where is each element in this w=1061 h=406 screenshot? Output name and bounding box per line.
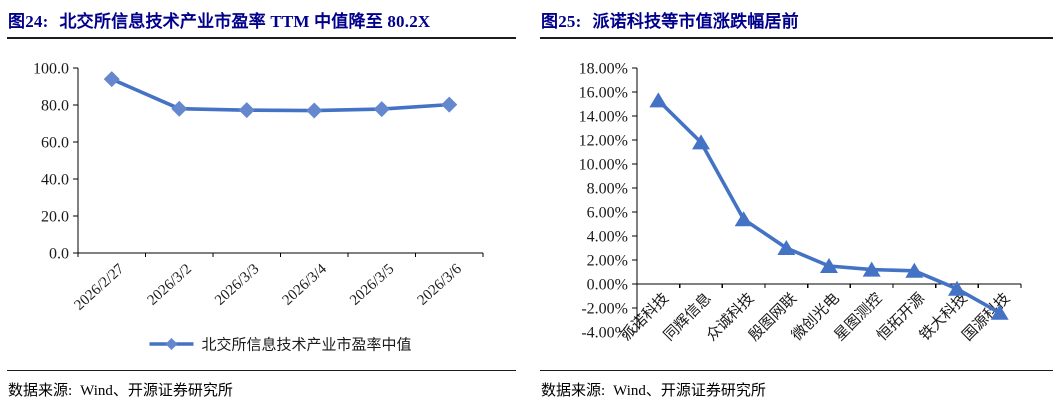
y-tick-label: 4.00% bbox=[587, 229, 628, 246]
y-tick-label: 6.00% bbox=[587, 205, 628, 222]
source-label: 数据来源: bbox=[8, 383, 73, 399]
figure-25-title-prefix: 图25: bbox=[541, 12, 582, 31]
y-tick-label: 0.0 bbox=[49, 246, 69, 263]
y-tick-label: 40.0 bbox=[41, 172, 69, 189]
y-tick-label: 16.00% bbox=[579, 85, 628, 102]
data-point-marker bbox=[103, 71, 120, 88]
x-category-label: 2026/3/4 bbox=[280, 261, 331, 309]
data-point-marker bbox=[777, 240, 796, 255]
y-tick-label: 18.00% bbox=[579, 61, 628, 78]
figure-25-title: 图25: 派诺科技等市值涨跌幅居前 bbox=[540, 5, 1053, 39]
data-point-marker bbox=[948, 280, 966, 296]
figure-25: 图25: 派诺科技等市值涨跌幅居前 -4.00% -2.00% 0.00% 2.00% 4… bbox=[540, 5, 1053, 400]
y-tick-label: 12.00% bbox=[579, 133, 628, 150]
y-tick-label: -2.00% bbox=[581, 301, 628, 318]
data-point-marker bbox=[306, 102, 323, 119]
data-point-marker bbox=[692, 134, 710, 150]
y-tick-label: 14.00% bbox=[579, 109, 628, 126]
figure-24-title-text: 北交所信息技术产业市盈率 TTM 中值降至 80.2X bbox=[59, 12, 431, 31]
y-tick-label: 100.0 bbox=[33, 61, 69, 78]
data-point-marker bbox=[862, 261, 881, 277]
data-point-marker bbox=[905, 262, 924, 278]
source-label: 数据来源: bbox=[541, 383, 606, 399]
data-point-marker bbox=[734, 211, 753, 227]
y-tick-label: 0.00% bbox=[587, 277, 628, 294]
figure-24-chart: 0.0 20.0 40.0 60.0 80.0 100.0 2026/2/27 2026/3/… bbox=[33, 61, 484, 354]
x-category-label: 2026/2/27 bbox=[72, 261, 128, 314]
figure-24: 图24: 北交所信息技术产业市盈率 TTM 中值降至 80.2X 0.0 20.0 4… bbox=[7, 5, 516, 400]
source-text: Wind、开源证券研究所 bbox=[613, 383, 766, 399]
data-point-marker bbox=[171, 100, 188, 117]
y-tick-label: 80.0 bbox=[41, 98, 69, 115]
figure-25-title-text: 派诺科技等市值涨跌幅居前 bbox=[592, 12, 799, 31]
y-tick-label: 2.00% bbox=[587, 253, 628, 270]
figure-24-source: 数据来源: Wind、开源证券研究所 bbox=[7, 370, 516, 400]
data-point-marker bbox=[820, 258, 838, 273]
x-category-label: 2026/3/6 bbox=[415, 261, 466, 309]
legend-label: 北交所信息技术产业市盈率中值 bbox=[202, 336, 412, 354]
figure-24-title-prefix: 图24: bbox=[8, 12, 49, 31]
figure-25-source: 数据来源: Wind、开源证券研究所 bbox=[540, 370, 1053, 400]
figure-25-chart: -4.00% -2.00% 0.00% 2.00% 4.00% 6.00% 8.00% 10.… bbox=[579, 61, 1022, 344]
series-line bbox=[109, 77, 452, 113]
data-point-marker bbox=[649, 92, 668, 108]
series-line bbox=[656, 98, 1002, 315]
x-category-label: 2026/3/3 bbox=[212, 261, 262, 309]
data-point-marker bbox=[238, 102, 255, 119]
data-point-marker bbox=[373, 101, 390, 118]
y-tick-label: 60.0 bbox=[41, 135, 69, 152]
y-tick-label: 8.00% bbox=[587, 181, 628, 198]
x-category-label: 2026/3/2 bbox=[145, 261, 195, 309]
source-text: Wind、开源证券研究所 bbox=[80, 383, 233, 399]
legend-marker-icon bbox=[165, 338, 178, 350]
data-point-marker bbox=[441, 96, 458, 113]
figure-24-title: 图24: 北交所信息技术产业市盈率 TTM 中值降至 80.2X bbox=[7, 5, 516, 39]
data-point-marker bbox=[990, 304, 1009, 320]
x-category-label: 2026/3/5 bbox=[347, 261, 397, 309]
y-tick-label: 10.00% bbox=[579, 157, 628, 174]
y-tick-label: 20.0 bbox=[41, 209, 69, 226]
y-tick-label: -4.00% bbox=[581, 325, 628, 342]
